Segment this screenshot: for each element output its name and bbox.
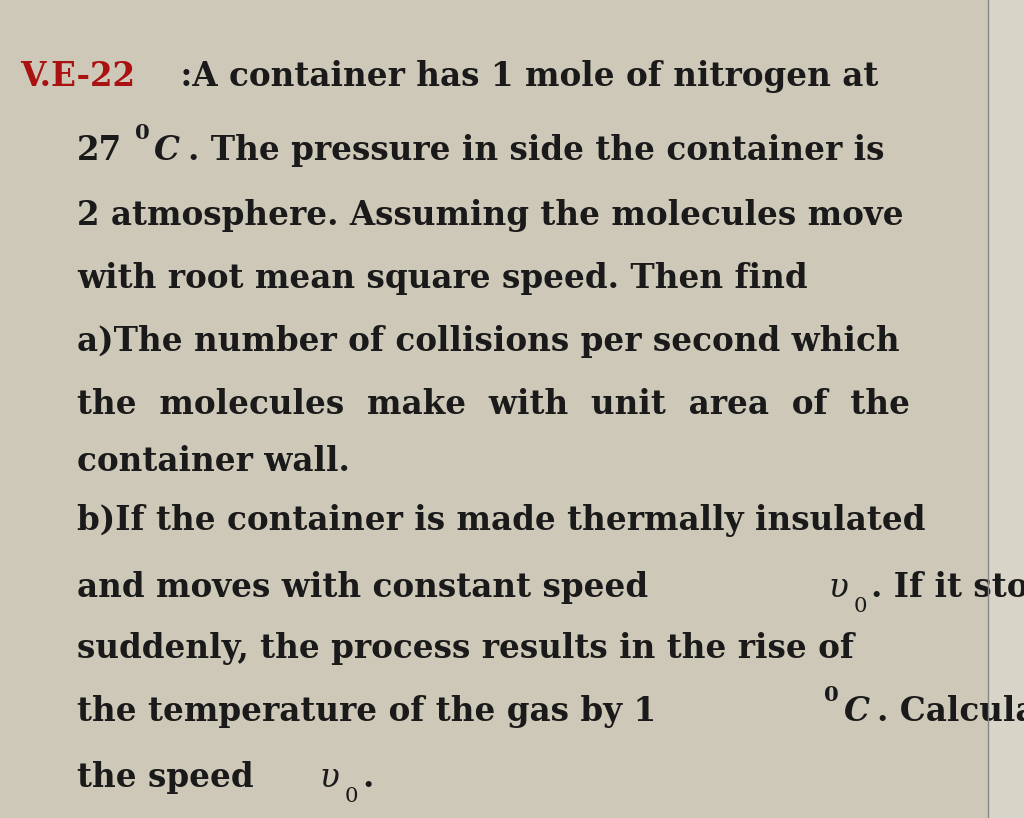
Text: and moves with constant speed: and moves with constant speed xyxy=(77,571,659,605)
Text: container wall.: container wall. xyxy=(77,445,349,479)
Text: 0: 0 xyxy=(345,787,358,806)
Text: υ: υ xyxy=(828,572,848,605)
Bar xyxy=(988,0,1024,818)
Text: 0: 0 xyxy=(824,685,839,705)
Text: V.E-22: V.E-22 xyxy=(20,60,135,93)
Text: . Calculate: . Calculate xyxy=(877,695,1024,729)
Text: 0: 0 xyxy=(854,597,867,616)
Text: υ: υ xyxy=(319,762,339,794)
Text: . If it stops: . If it stops xyxy=(871,571,1024,605)
Text: suddenly, the process results in the rise of: suddenly, the process results in the ris… xyxy=(77,632,854,666)
Text: b)If the container is made thermally insulated: b)If the container is made thermally ins… xyxy=(77,504,926,537)
Text: . The pressure in side the container is: . The pressure in side the container is xyxy=(187,133,885,167)
Text: 27: 27 xyxy=(77,133,122,167)
Text: the speed: the speed xyxy=(77,761,265,794)
Text: .: . xyxy=(362,761,374,794)
Text: C: C xyxy=(843,695,869,729)
Text: 2 atmosphere. Assuming the molecules move: 2 atmosphere. Assuming the molecules mov… xyxy=(77,199,903,232)
Text: the temperature of the gas by 1: the temperature of the gas by 1 xyxy=(77,695,656,729)
Text: a)The number of collisions per second which: a)The number of collisions per second wh… xyxy=(77,325,899,358)
Text: C: C xyxy=(155,133,180,167)
Text: the  molecules  make  with  unit  area  of  the: the molecules make with unit area of the xyxy=(77,388,909,421)
Text: with root mean square speed. Then find: with root mean square speed. Then find xyxy=(77,262,808,295)
Text: 0: 0 xyxy=(135,123,150,143)
Text: :A container has 1 mole of nitrogen at: :A container has 1 mole of nitrogen at xyxy=(169,60,879,93)
